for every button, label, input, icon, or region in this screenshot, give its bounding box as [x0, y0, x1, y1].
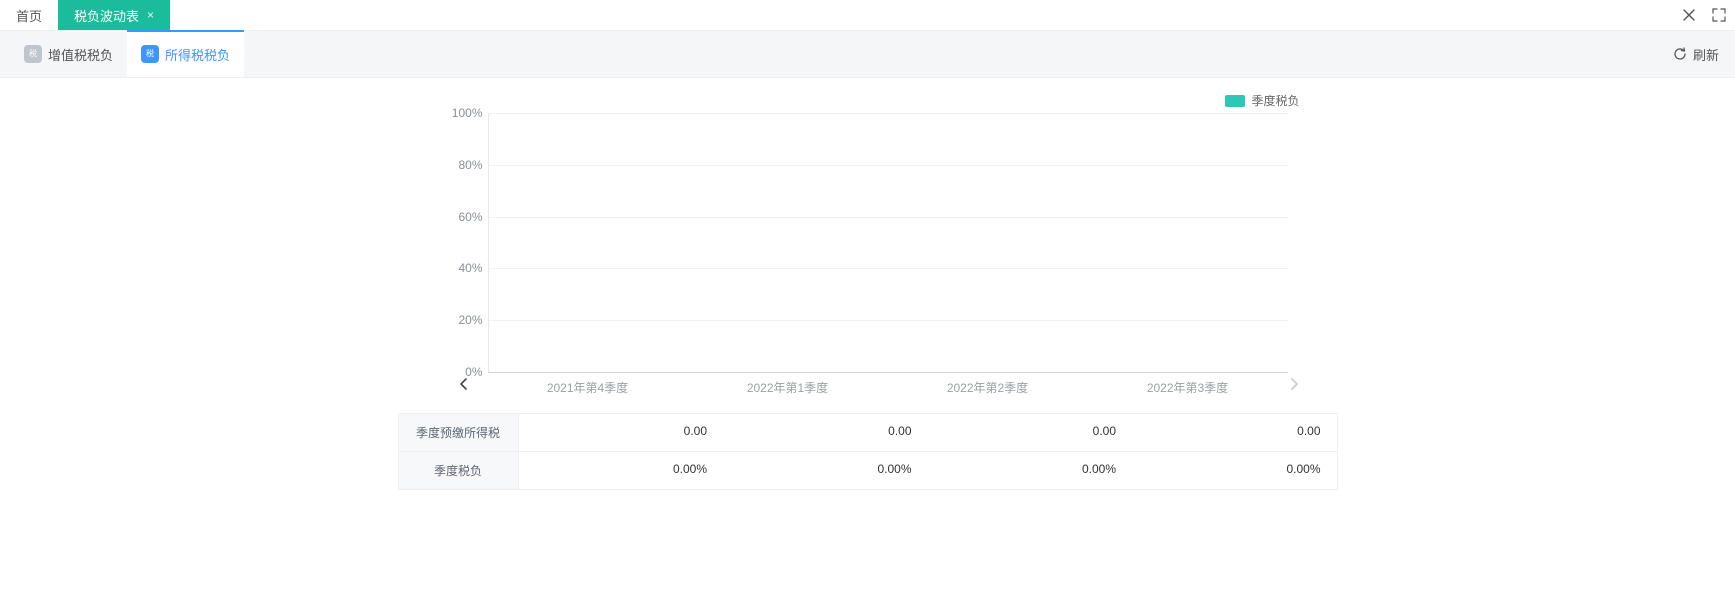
chart-y-tick: 20% — [439, 313, 483, 327]
chart-prev-button[interactable] — [458, 377, 470, 395]
chart-plot-area: 0%20%40%60%80%100% — [488, 113, 1288, 373]
summary-table: 季度预缴所得税0.000.000.000.00季度税负0.00%0.00%0.0… — [398, 413, 1338, 490]
refresh-icon — [1673, 47, 1687, 61]
tab-tax-fluctuation[interactable]: 税负波动表 × — [58, 0, 170, 30]
table-row-cells: 0.000.000.000.00 — [519, 414, 1337, 451]
chart-y-tick: 60% — [439, 210, 483, 224]
sub-tab-income[interactable]: 税 所得税税负 — [127, 31, 244, 77]
chart-x-axis: 2021年第4季度 2022年第1季度 2022年第2季度 2022年第3季度 — [488, 373, 1288, 403]
table-row-cells: 0.00%0.00%0.00%0.00% — [519, 452, 1337, 489]
chart-x-tick: 2022年第2季度 — [947, 379, 1028, 396]
table-row: 季度税负0.00%0.00%0.00%0.00% — [399, 451, 1337, 489]
chart-gridline — [489, 113, 1288, 114]
table-cell: 0.00 — [928, 414, 1133, 451]
sub-tab-strip: 税 增值税税负 税 所得税税负 — [10, 31, 244, 77]
sub-tab-vat[interactable]: 税 增值税税负 — [10, 31, 127, 77]
table-cell: 0.00 — [1132, 414, 1337, 451]
table-cell: 0.00 — [519, 414, 724, 451]
tab-home[interactable]: 首页 — [0, 0, 58, 30]
page-tab-strip-right — [1679, 0, 1735, 30]
table-row-header: 季度预缴所得税 — [399, 414, 519, 451]
table-cell: 0.00 — [723, 414, 928, 451]
content-area: 季度税负 0%20%40%60%80%100% 2021年第4季度 2022年第1… — [0, 78, 1735, 490]
refresh-label: 刷新 — [1693, 45, 1719, 64]
toolbar: 税 增值税税负 税 所得税税负 刷新 — [0, 30, 1735, 78]
close-tab-icon[interactable]: × — [147, 8, 154, 22]
chart-gridline — [489, 217, 1288, 218]
chart-gridline — [489, 268, 1288, 269]
chart-y-tick: 80% — [439, 158, 483, 172]
refresh-button[interactable]: 刷新 — [1673, 45, 1725, 64]
income-badge-icon: 税 — [141, 45, 159, 63]
table-cell: 0.00% — [928, 452, 1133, 489]
tab-home-label: 首页 — [16, 6, 42, 25]
chart-container: 季度税负 0%20%40%60%80%100% 2021年第4季度 2022年第1… — [428, 88, 1308, 403]
page-tab-strip: 首页 税负波动表 × — [0, 0, 1735, 30]
table-cell: 0.00% — [1132, 452, 1337, 489]
tab-tax-fluctuation-label: 税负波动表 — [74, 6, 139, 25]
chart-legend: 季度税负 — [428, 88, 1308, 113]
sub-tab-vat-label: 增值税税负 — [48, 45, 113, 64]
chart-next-button[interactable] — [1288, 377, 1300, 395]
legend-item-label: 季度税负 — [1251, 92, 1299, 109]
chart-gridline — [489, 165, 1288, 166]
legend-item-quarter-tax[interactable]: 季度税负 — [1225, 92, 1299, 109]
vat-badge-icon: 税 — [24, 45, 42, 63]
sub-tab-income-label: 所得税税负 — [165, 45, 230, 64]
table-cell: 0.00% — [519, 452, 724, 489]
chart-x-tick: 2022年第3季度 — [1147, 379, 1228, 396]
table-row: 季度预缴所得税0.000.000.000.00 — [399, 414, 1337, 451]
table-cell: 0.00% — [723, 452, 928, 489]
chart-x-tick: 2022年第1季度 — [747, 379, 828, 396]
close-panel-icon[interactable] — [1679, 5, 1699, 25]
chart-y-tick: 40% — [439, 261, 483, 275]
table-row-header: 季度税负 — [399, 452, 519, 489]
legend-swatch-icon — [1225, 95, 1245, 107]
page-tab-strip-left: 首页 税负波动表 × — [0, 0, 170, 30]
fullscreen-icon[interactable] — [1709, 5, 1729, 25]
chart-x-tick: 2021年第4季度 — [547, 379, 628, 396]
chart-gridline — [489, 320, 1288, 321]
chart-y-tick: 100% — [439, 106, 483, 120]
